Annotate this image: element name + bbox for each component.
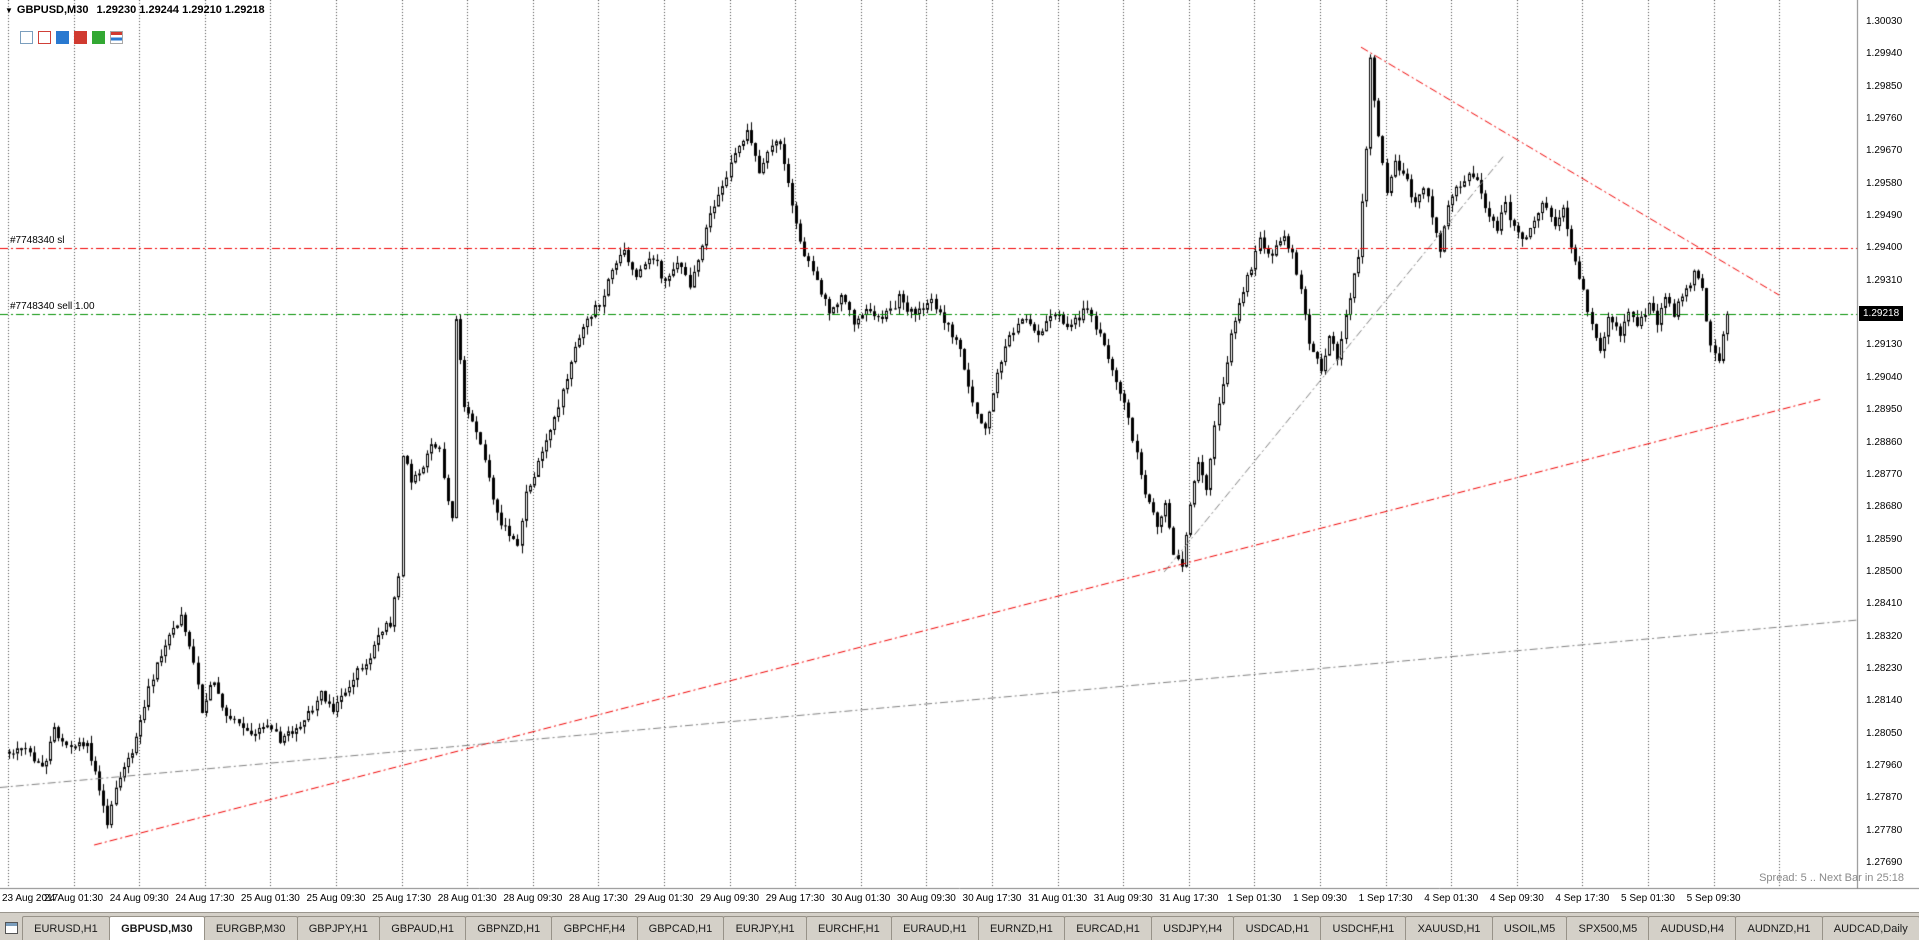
price-axis-label: 1.29040 — [1866, 371, 1903, 383]
time-axis-label: 24 Aug 17:30 — [175, 893, 235, 904]
swatch-blue[interactable] — [56, 31, 69, 44]
price-axis-label: 1.29760 — [1866, 113, 1903, 125]
time-axis-label: 24 Aug 01:30 — [44, 893, 104, 904]
price-axis-label: 1.29400 — [1866, 242, 1903, 254]
time-axis-label: 23 Aug 2017 — [2, 893, 59, 904]
time-axis-label: 4 Sep 17:30 — [1555, 893, 1610, 904]
time-axis-label: 25 Aug 09:30 — [306, 893, 366, 904]
price-axis-label: 1.29940 — [1866, 48, 1903, 60]
price-axis-label: 1.29310 — [1866, 274, 1903, 286]
price-axis-label: 1.29670 — [1866, 145, 1903, 157]
chart-tab-gbpusd-m30[interactable]: GBPUSD,M30 — [108, 916, 205, 940]
chart-tab-usdjpy-h4[interactable]: USDJPY,H4 — [1151, 916, 1235, 940]
order-line-labels: #7748340 sl #7748340 sell 1.00 — [10, 235, 95, 312]
price-axis-label: 1.28860 — [1866, 436, 1903, 448]
price-axis-label: 1.28140 — [1866, 695, 1903, 707]
chart-tabs: EURUSD,H1 GBPUSD,M30 EURGBP,M30 GBPJPY,H1 GB… — [22, 916, 1919, 940]
price-axis-label: 1.27780 — [1866, 824, 1903, 836]
chart-tab-gbpchf-h4[interactable]: GBPCHF,H4 — [551, 916, 638, 940]
chart-tab-usdcad-h1[interactable]: USDCAD,H1 — [1233, 916, 1322, 940]
time-axis-label: 29 Aug 17:30 — [765, 893, 825, 904]
price-axis-label: 1.29580 — [1866, 177, 1903, 189]
price-axis[interactable]: 1.30030 1.29940 1.29850 1.29760 1.29670 1.295… — [1858, 0, 1919, 888]
chart-tab-audusd-h4[interactable]: AUDUSD,H4 — [1648, 916, 1737, 940]
time-axis-label: 29 Aug 09:30 — [700, 893, 760, 904]
order-line-label: #7748340 sell 1.00 — [10, 300, 95, 312]
price-axis-label: 1.28410 — [1866, 598, 1903, 610]
swatch-white-red-outline[interactable] — [38, 31, 51, 44]
price-axis-label: 1.28320 — [1866, 630, 1903, 642]
price-axis-label: 1.27960 — [1866, 759, 1903, 771]
chart-tab-eurusd-h1[interactable]: EURUSD,H1 — [22, 916, 110, 940]
chart-tab-audnzd-h1[interactable]: AUDNZD,H1 — [1735, 916, 1823, 940]
price-axis-label: 1.29850 — [1866, 80, 1903, 92]
time-axis-label: 4 Sep 01:30 — [1424, 893, 1479, 904]
symbol-dropdown-arrow[interactable]: ▼ — [5, 5, 13, 15]
current-price-badge: 1.29218 — [1859, 305, 1904, 321]
time-axis-label: 1 Sep 17:30 — [1358, 893, 1413, 904]
chart-tab-euraud-h1[interactable]: EURAUD,H1 — [890, 916, 979, 940]
color-swatch-toolbar — [20, 31, 123, 44]
swatch-green[interactable] — [92, 31, 105, 44]
price-axis-label: 1.30030 — [1866, 16, 1903, 27]
chart-window-icon — [4, 922, 18, 934]
chart-symbol-period: GBPUSD,M30 — [16, 4, 89, 16]
chart-tab-usoil-m5[interactable]: USOIL,M5 — [1491, 916, 1568, 940]
time-axis-label: 31 Aug 17:30 — [1159, 893, 1219, 904]
time-axis-label: 30 Aug 01:30 — [831, 893, 891, 904]
time-axis-label: 1 Sep 09:30 — [1293, 893, 1347, 904]
chart-tab-gbpaud-h1[interactable]: GBPAUD,H1 — [379, 916, 467, 940]
chart-tab-usdchf-h1[interactable]: USDCHF,H1 — [1320, 916, 1407, 940]
chart-tab-spx500-m5[interactable]: SPX500,M5 — [1566, 916, 1650, 940]
chart-ohlc-values: 1.29230 1.29244 1.29210 1.29218 — [96, 4, 265, 16]
time-axis-label: 25 Aug 17:30 — [372, 893, 432, 904]
time-axis-label: 28 Aug 09:30 — [503, 893, 563, 904]
price-axis-label: 1.28050 — [1866, 727, 1903, 739]
swatch-white-blue-outline[interactable] — [20, 31, 33, 44]
price-axis-label: 1.28500 — [1866, 565, 1903, 577]
price-axis-label: 1.28230 — [1866, 662, 1903, 674]
chart-tab-eurjpy-h1[interactable]: EURJPY,H1 — [723, 916, 807, 940]
chart-tab-gbpjpy-h1[interactable]: GBPJPY,H1 — [296, 916, 381, 940]
price-axis-label: 1.27690 — [1866, 857, 1903, 868]
chart-tab-eurnzd-h1[interactable]: EURNZD,H1 — [977, 916, 1066, 940]
price-axis-label: 1.29490 — [1866, 210, 1903, 222]
spread-countdown-text: Spread: 5 .. Next Bar in 25:18 — [1759, 872, 1904, 884]
swatch-striped-red-blue[interactable] — [110, 31, 123, 44]
chart-tab-xauusd-h1[interactable]: XAUUSD,H1 — [1405, 916, 1493, 940]
time-axis-label: 4 Sep 09:30 — [1489, 893, 1544, 904]
time-axis-label: 5 Sep 09:30 — [1686, 893, 1741, 904]
window-list-button[interactable] — [0, 916, 22, 940]
time-axis-label: 28 Aug 01:30 — [437, 893, 497, 904]
order-line-label: #7748340 sl — [10, 235, 65, 247]
price-axis-label: 1.29130 — [1866, 339, 1903, 351]
chart-tab-eurgbp-m30[interactable]: EURGBP,M30 — [203, 916, 298, 940]
chart-tab-bar: EURUSD,H1 GBPUSD,M30 EURGBP,M30 GBPJPY,H1 GB… — [0, 912, 1919, 940]
time-axis-label: 24 Aug 09:30 — [109, 893, 169, 904]
time-axis-label: 29 Aug 01:30 — [634, 893, 694, 904]
chart-tab-eurchf-h1[interactable]: EURCHF,H1 — [805, 916, 892, 940]
time-axis-label: 28 Aug 17:30 — [568, 893, 628, 904]
swatch-red[interactable] — [74, 31, 87, 44]
price-axis-label: 1.28590 — [1866, 533, 1903, 545]
time-axis-label: 1 Sep 01:30 — [1227, 893, 1282, 904]
chart-tab-gbpcad-h1[interactable]: GBPCAD,H1 — [636, 916, 725, 940]
chart-tab-gbpnzd-h1[interactable]: GBPNZD,H1 — [465, 916, 553, 940]
price-axis-label: 1.28680 — [1866, 501, 1903, 513]
price-axis-label: 1.28770 — [1866, 468, 1903, 480]
chart-title: ▼ GBPUSD,M30 1.29230 1.29244 1.29210 1.2… — [5, 4, 265, 16]
time-axis-label: 25 Aug 01:30 — [240, 893, 300, 904]
chart-tab-eurcad-h1[interactable]: EURCAD,H1 — [1064, 916, 1152, 940]
time-axis[interactable]: 23 Aug 2017 24 Aug 01:30 24 Aug 09:30 24 Au… — [0, 889, 1919, 911]
price-axis-label: 1.27870 — [1866, 792, 1903, 804]
time-axis-label: 31 Aug 09:30 — [1093, 893, 1153, 904]
time-axis-label: 31 Aug 01:30 — [1028, 893, 1088, 904]
time-axis-label: 30 Aug 09:30 — [896, 893, 956, 904]
time-axis-label: 30 Aug 17:30 — [962, 893, 1022, 904]
price-axis-label: 1.28950 — [1866, 404, 1903, 416]
time-axis-label: 5 Sep 01:30 — [1621, 893, 1675, 904]
candlestick-chart-canvas[interactable] — [0, 0, 1919, 912]
chart-tab-audcad-daily[interactable]: AUDCAD,Daily — [1821, 916, 1919, 940]
